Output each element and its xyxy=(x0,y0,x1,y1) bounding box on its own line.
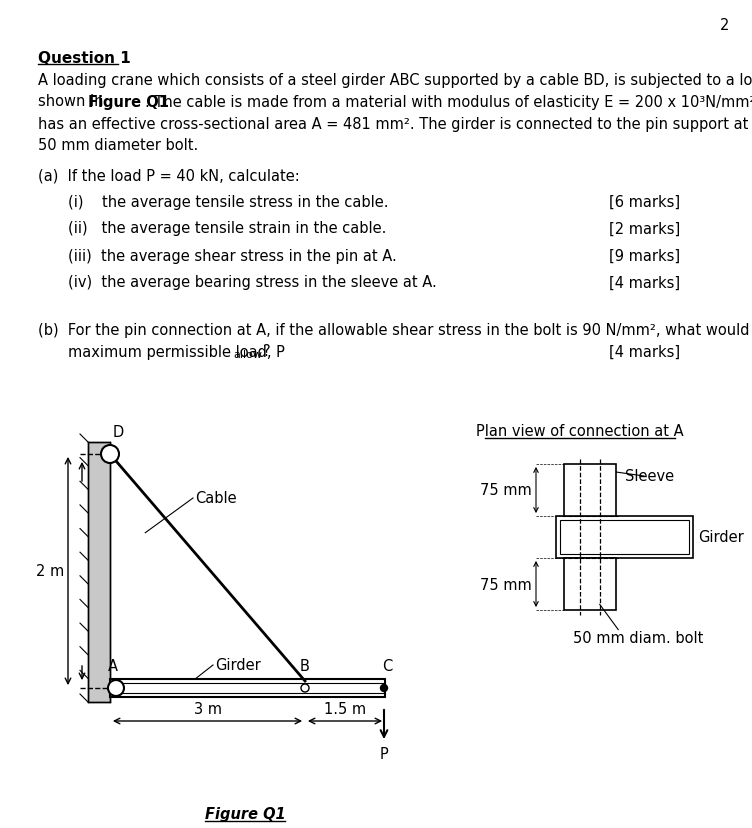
Text: 2 m: 2 m xyxy=(36,564,64,579)
Bar xyxy=(560,520,689,554)
Text: [2 marks]: [2 marks] xyxy=(609,221,680,236)
Bar xyxy=(88,442,110,702)
Text: 1.5 m: 1.5 m xyxy=(324,701,366,717)
Text: 2: 2 xyxy=(720,17,729,32)
Text: (a)  If the load P = 40 kN, calculate:: (a) If the load P = 40 kN, calculate: xyxy=(38,168,300,183)
Bar xyxy=(556,517,693,558)
Text: [4 marks]: [4 marks] xyxy=(609,344,680,359)
Text: B: B xyxy=(300,658,310,673)
Text: shown in: shown in xyxy=(38,94,108,109)
Text: D: D xyxy=(113,425,124,440)
Text: maximum permissible load, P: maximum permissible load, P xyxy=(68,344,285,359)
Circle shape xyxy=(108,680,124,696)
Text: Figure Q1: Figure Q1 xyxy=(205,806,285,821)
Text: Girder: Girder xyxy=(215,657,261,672)
Text: C: C xyxy=(382,658,392,673)
Text: allow: allow xyxy=(233,349,262,359)
Text: 75 mm: 75 mm xyxy=(481,483,532,498)
Text: Sleeve: Sleeve xyxy=(625,469,674,484)
Bar xyxy=(564,558,616,610)
Text: . The cable is made from a material with modulus of elasticity E = 200 x 10³N/mm: . The cable is made from a material with… xyxy=(145,94,752,109)
Text: ?: ? xyxy=(263,344,271,359)
Text: [4 marks]: [4 marks] xyxy=(609,275,680,290)
Text: (b)  For the pin connection at A, if the allowable shear stress in the bolt is 9: (b) For the pin connection at A, if the … xyxy=(38,322,752,337)
Text: A loading crane which consists of a steel girder ABC supported by a cable BD, is: A loading crane which consists of a stee… xyxy=(38,72,752,88)
Bar xyxy=(110,679,385,697)
Text: A: A xyxy=(108,658,118,673)
Text: Figure Q1: Figure Q1 xyxy=(88,94,169,109)
Circle shape xyxy=(101,445,119,464)
Text: 75 mm: 75 mm xyxy=(481,577,532,592)
Text: has an effective cross-sectional area A = 481 mm². The girder is connected to th: has an effective cross-sectional area A … xyxy=(38,117,752,132)
Circle shape xyxy=(381,685,387,691)
Text: Girder: Girder xyxy=(698,530,744,545)
Text: (i)    the average tensile stress in the cable.: (i) the average tensile stress in the ca… xyxy=(68,195,389,209)
Text: (iii)  the average shear stress in the pin at A.: (iii) the average shear stress in the pi… xyxy=(68,248,397,263)
Text: (iv)  the average bearing stress in the sleeve at A.: (iv) the average bearing stress in the s… xyxy=(68,275,437,290)
Text: 3 m: 3 m xyxy=(193,701,222,717)
Text: Cable: Cable xyxy=(195,491,237,506)
Text: 50 mm diameter bolt.: 50 mm diameter bolt. xyxy=(38,138,199,153)
Text: 50 mm diam. bolt: 50 mm diam. bolt xyxy=(573,631,703,646)
Text: [9 marks]: [9 marks] xyxy=(609,248,680,263)
Bar xyxy=(564,465,616,517)
Text: (ii)   the average tensile strain in the cable.: (ii) the average tensile strain in the c… xyxy=(68,221,387,236)
Text: P: P xyxy=(380,747,388,762)
Text: Question 1: Question 1 xyxy=(38,51,131,65)
Text: [6 marks]: [6 marks] xyxy=(609,195,680,209)
Text: Plan view of connection at A: Plan view of connection at A xyxy=(476,424,684,439)
Circle shape xyxy=(301,684,309,692)
